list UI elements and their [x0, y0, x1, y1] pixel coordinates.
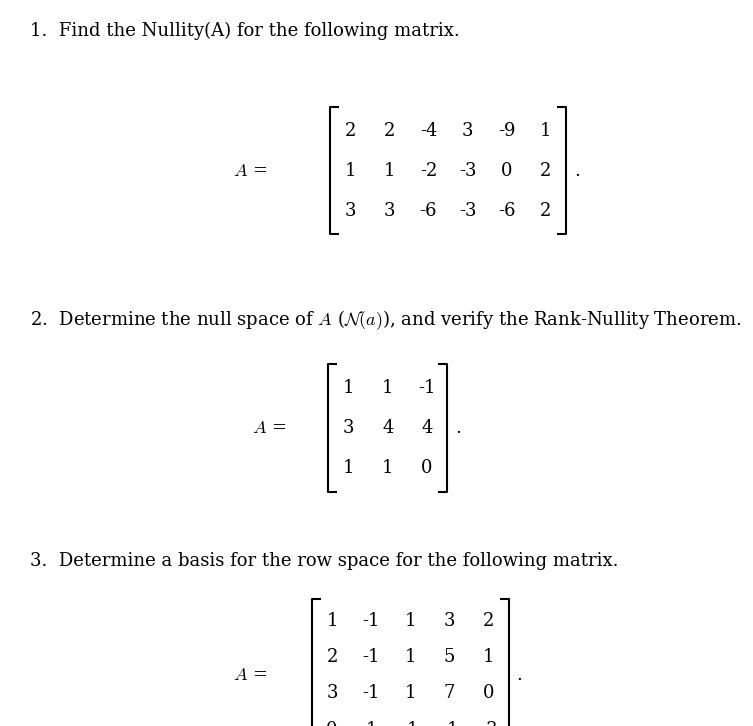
Text: $A$ =: $A$ =	[252, 420, 286, 437]
Text: 3: 3	[383, 202, 395, 219]
Text: 1: 1	[382, 460, 394, 477]
Text: -2: -2	[419, 162, 437, 179]
Text: 1: 1	[344, 162, 356, 179]
Text: 1: 1	[326, 612, 338, 629]
Text: 3: 3	[462, 122, 474, 139]
Text: 2: 2	[540, 202, 552, 219]
Text: 2: 2	[326, 648, 338, 666]
Text: -3: -3	[480, 721, 498, 726]
Text: 2.  Determine the null space of $A$ ($\mathcal{N}(a)$), and verify the Rank-Null: 2. Determine the null space of $A$ ($\ma…	[30, 309, 742, 333]
Text: 1: 1	[343, 460, 355, 477]
Text: 2: 2	[540, 162, 552, 179]
Text: -4: -4	[419, 122, 437, 139]
Text: 3: 3	[343, 420, 355, 437]
Text: 1: 1	[404, 648, 416, 666]
Text: 1: 1	[540, 122, 552, 139]
Text: 1.  Find the Nullity(A) for the following matrix.: 1. Find the Nullity(A) for the following…	[30, 22, 460, 40]
Text: 0: 0	[483, 685, 495, 702]
Text: .: .	[455, 420, 461, 437]
Text: 1: 1	[404, 685, 416, 702]
Text: 5: 5	[444, 648, 456, 666]
Text: -1: -1	[401, 721, 419, 726]
Text: 0: 0	[501, 162, 513, 179]
Text: -3: -3	[459, 162, 477, 179]
Text: -6: -6	[498, 202, 516, 219]
Text: 3.  Determine a basis for the row space for the following matrix.: 3. Determine a basis for the row space f…	[30, 552, 619, 570]
Text: 1: 1	[483, 648, 495, 666]
Text: -1: -1	[362, 612, 380, 629]
Text: $A$ =: $A$ =	[233, 666, 267, 684]
Text: 2: 2	[344, 122, 356, 139]
Text: -3: -3	[459, 202, 477, 219]
Text: 1: 1	[383, 162, 395, 179]
Text: 7: 7	[444, 685, 456, 702]
Text: .: .	[517, 666, 523, 684]
Text: 3: 3	[344, 202, 356, 219]
Text: $A$ =: $A$ =	[233, 162, 267, 179]
Text: -1: -1	[441, 721, 459, 726]
Text: 1: 1	[382, 380, 394, 397]
Text: 0: 0	[421, 460, 433, 477]
Text: 2: 2	[483, 612, 495, 629]
Text: .: .	[574, 162, 580, 179]
Text: 3: 3	[444, 612, 456, 629]
Text: 0: 0	[326, 721, 338, 726]
Text: -9: -9	[498, 122, 516, 139]
Text: -1: -1	[362, 648, 380, 666]
Text: 3: 3	[326, 685, 338, 702]
Text: -6: -6	[419, 202, 437, 219]
Text: 4: 4	[382, 420, 394, 437]
Text: 1: 1	[365, 721, 377, 726]
Text: 1: 1	[404, 612, 416, 629]
Text: -1: -1	[418, 380, 436, 397]
Text: 1: 1	[343, 380, 355, 397]
Text: -1: -1	[362, 685, 380, 702]
Text: 4: 4	[421, 420, 433, 437]
Text: 2: 2	[383, 122, 395, 139]
